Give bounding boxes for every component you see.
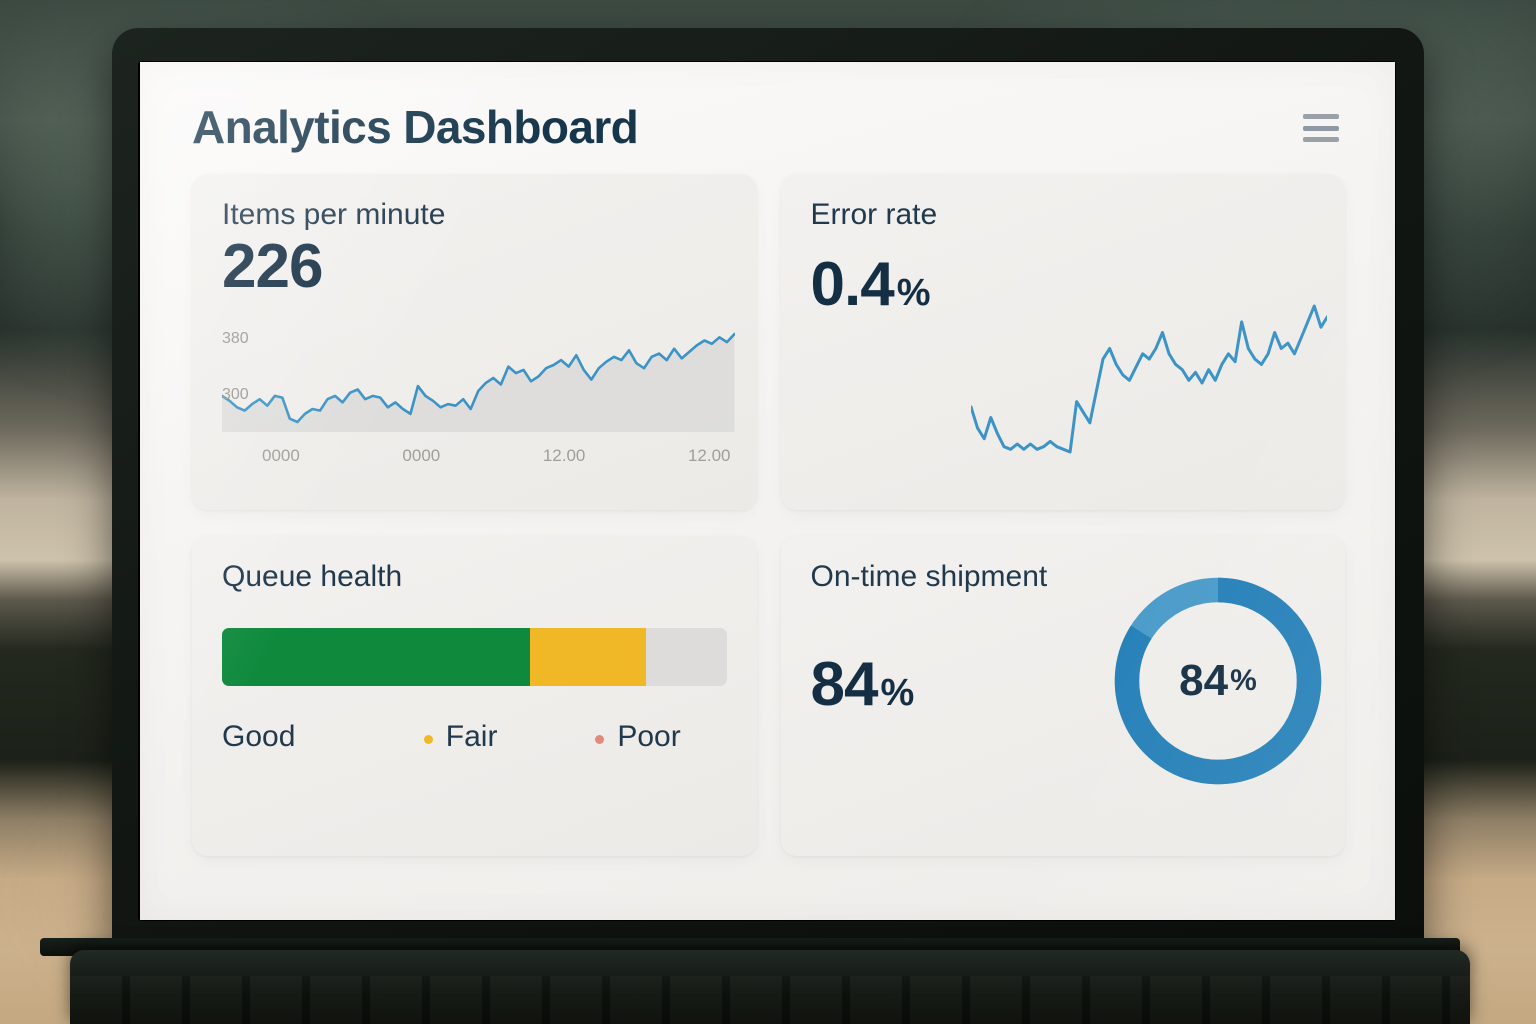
y-axis-label-bottom: 300 bbox=[222, 386, 249, 403]
donut-value: 84 bbox=[1179, 656, 1229, 705]
card-queue-health[interactable]: Queue health Good Fair Poor bbox=[192, 536, 757, 856]
queue-health-legend: Good Fair Poor bbox=[222, 720, 727, 754]
cards-grid: Items per minute 226 380 300 0000 bbox=[192, 174, 1345, 856]
metric-error-rate: 0.4 % bbox=[811, 254, 1316, 316]
metric-suffix: % bbox=[896, 272, 931, 314]
legend-item-good: Good bbox=[222, 720, 424, 754]
hamburger-menu-icon[interactable] bbox=[1303, 114, 1339, 142]
y-axis-label-top: 380 bbox=[222, 330, 249, 347]
metric-value: 0.4 bbox=[810, 250, 895, 319]
queue-segment-fair bbox=[529, 628, 646, 686]
keyboard-keys bbox=[70, 976, 1470, 1024]
metric-on-time-shipment: 84 % bbox=[811, 654, 915, 716]
x-tick-3: 12.00 bbox=[687, 446, 731, 465]
legend-label: Good bbox=[222, 720, 296, 753]
card-on-time-shipment[interactable]: On-time shipment 84 % 84 bbox=[780, 536, 1345, 856]
laptop-keyboard-base bbox=[70, 950, 1470, 1024]
legend-dot-icon bbox=[423, 734, 433, 744]
card-title-error-rate: Error rate bbox=[810, 198, 938, 231]
legend-dot-icon bbox=[595, 734, 605, 744]
metric-suffix: % bbox=[880, 672, 915, 714]
card-error-rate[interactable]: Error rate 0.4 % bbox=[780, 174, 1345, 510]
sparkline-chart-items-per-minute: 380 300 0000 0000 12.00 12.00 bbox=[222, 324, 735, 490]
metric-value: 84 bbox=[810, 650, 879, 719]
x-tick-0: 0000 bbox=[262, 446, 300, 465]
legend-item-poor: Poor bbox=[595, 720, 681, 754]
sparkline-svg bbox=[222, 324, 735, 432]
laptop-device: Analytics Dashboard Items per minute 226 bbox=[112, 28, 1424, 958]
card-title-on-time-shipment: On-time shipment bbox=[810, 560, 1048, 593]
menu-bar-3 bbox=[1303, 137, 1339, 142]
card-title-queue-health: Queue health bbox=[222, 560, 403, 593]
queue-segment-good bbox=[222, 628, 530, 686]
donut-chart-on-time-shipment: 84 % bbox=[1107, 570, 1329, 792]
laptop-screen: Analytics Dashboard Items per minute 226 bbox=[140, 62, 1395, 920]
donut-center-label: 84 % bbox=[1107, 570, 1329, 792]
x-tick-2: 12.00 bbox=[542, 446, 586, 465]
x-tick-1: 0000 bbox=[402, 446, 441, 465]
x-axis-labels: 0000 0000 12.00 12.00 bbox=[262, 446, 735, 466]
metric-value: 226 bbox=[222, 232, 323, 301]
card-title-items-per-minute: Items per minute bbox=[222, 198, 446, 231]
legend-item-fair: Fair bbox=[423, 720, 596, 754]
queue-segment-poor bbox=[645, 628, 727, 686]
line-chart-error-rate bbox=[971, 294, 1328, 464]
queue-health-stacked-bar bbox=[222, 628, 727, 686]
menu-bar-1 bbox=[1303, 114, 1339, 119]
donut-value-arc bbox=[1114, 577, 1322, 785]
menu-bar-2 bbox=[1303, 125, 1339, 131]
metric-items-per-minute: 226 bbox=[222, 236, 727, 298]
dashboard-header: Analytics Dashboard bbox=[192, 104, 1345, 150]
donut-suffix: % bbox=[1230, 664, 1257, 697]
legend-label: Fair bbox=[445, 720, 498, 753]
page-title: Analytics Dashboard bbox=[192, 101, 639, 153]
dashboard-page: Analytics Dashboard Items per minute 226 bbox=[140, 62, 1395, 920]
card-items-per-minute[interactable]: Items per minute 226 380 300 0000 bbox=[192, 174, 757, 510]
error-line-svg bbox=[971, 294, 1328, 464]
legend-label: Poor bbox=[617, 720, 681, 753]
donut-svg bbox=[1114, 577, 1322, 785]
